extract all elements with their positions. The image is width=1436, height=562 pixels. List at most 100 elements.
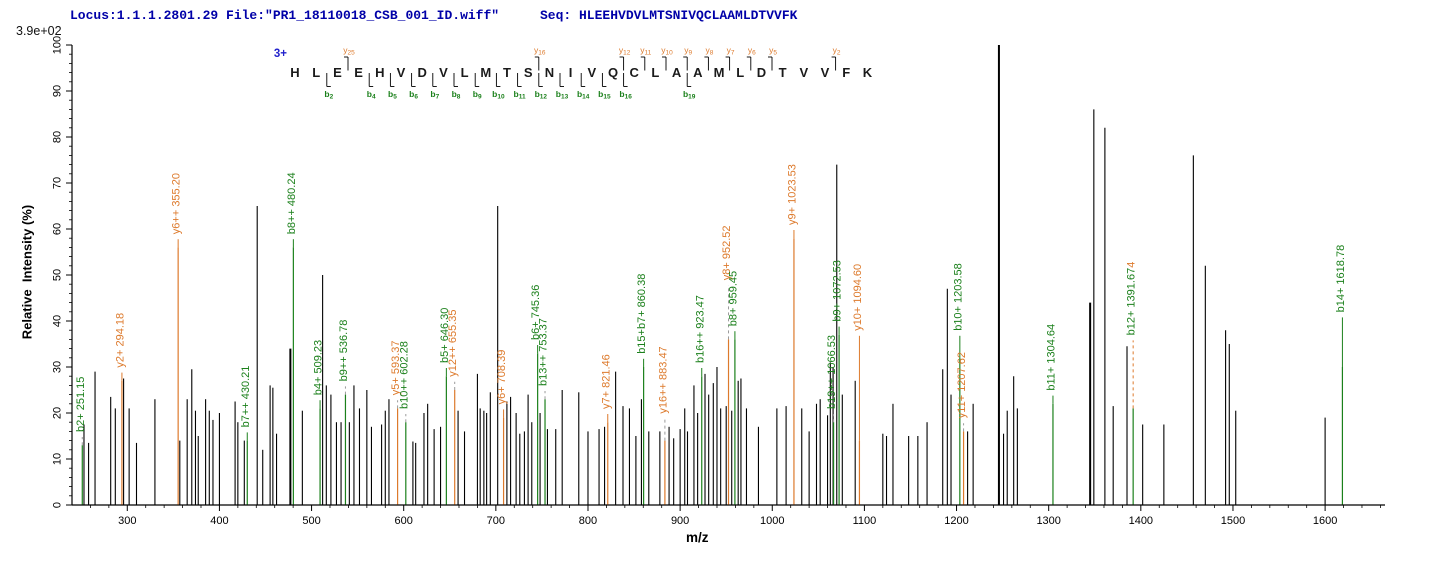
svg-text:400: 400	[210, 515, 228, 527]
svg-text:b5+ 646.30: b5+ 646.30	[439, 308, 451, 363]
svg-text:y11+ 1207.62: y11+ 1207.62	[956, 352, 968, 418]
svg-text:b10+ 1203.58: b10+ 1203.58	[952, 263, 964, 331]
svg-text:y16++ 883.47: y16++ 883.47	[657, 346, 669, 413]
svg-text:b16++ 923.47: b16++ 923.47	[694, 295, 706, 363]
svg-text:1500: 1500	[1221, 515, 1245, 527]
svg-text:V: V	[439, 65, 448, 80]
svg-text:y6++ 355.20: y6++ 355.20	[171, 173, 183, 234]
svg-text:y8+ 952.52: y8+ 952.52	[721, 225, 733, 280]
svg-text:b19++ 1066.53: b19++ 1066.53	[826, 335, 838, 409]
svg-text:90: 90	[52, 85, 64, 97]
svg-text:V: V	[821, 65, 830, 80]
svg-text:b11+ 1304.64: b11+ 1304.64	[1045, 324, 1057, 391]
svg-text:b15: b15	[598, 89, 611, 101]
svg-text:1400: 1400	[1129, 515, 1153, 527]
svg-text:b10++ 602.28: b10++ 602.28	[398, 341, 410, 409]
svg-text:b16: b16	[619, 89, 632, 101]
svg-text:T: T	[779, 65, 787, 80]
svg-text:b12+ 1391.674: b12+ 1391.674	[1126, 262, 1138, 336]
svg-text:y25: y25	[343, 45, 355, 57]
svg-text:b6+ 745.36: b6+ 745.36	[530, 285, 542, 340]
svg-text:80: 80	[52, 131, 64, 143]
svg-text:b12: b12	[535, 89, 548, 101]
svg-text:y16: y16	[534, 45, 546, 57]
svg-text:V: V	[799, 65, 808, 80]
svg-text:100: 100	[52, 36, 64, 54]
svg-text:I: I	[569, 65, 573, 80]
svg-text:b11: b11	[514, 89, 526, 101]
svg-text:b13: b13	[556, 89, 569, 101]
svg-text:y12++ 655.35: y12++ 655.35	[447, 310, 459, 377]
svg-text:50: 50	[52, 269, 64, 281]
svg-text:1300: 1300	[1036, 515, 1060, 527]
svg-text:N: N	[545, 65, 554, 80]
svg-text:K: K	[863, 65, 873, 80]
svg-text:b19: b19	[683, 89, 696, 101]
svg-text:M: M	[714, 65, 725, 80]
svg-text:700: 700	[487, 515, 505, 527]
svg-text:1600: 1600	[1313, 515, 1337, 527]
svg-text:D: D	[418, 65, 427, 80]
svg-text:500: 500	[302, 515, 320, 527]
svg-text:y11: y11	[640, 45, 651, 57]
svg-text:b6: b6	[409, 89, 418, 101]
svg-text:y5+ 593.37: y5+ 593.37	[390, 340, 402, 395]
svg-text:E: E	[333, 65, 342, 80]
svg-text:b9: b9	[473, 89, 482, 101]
svg-text:b8+ 959.45: b8+ 959.45	[727, 271, 739, 326]
svg-text:E: E	[354, 65, 363, 80]
svg-text:b8: b8	[452, 89, 461, 101]
svg-text:1000: 1000	[760, 515, 784, 527]
sequence-label: Seq: HLEEHVDVLMTSNIVQCLAAMLDTVVFK	[540, 8, 798, 23]
svg-text:L: L	[651, 65, 659, 80]
svg-text:y12: y12	[619, 45, 631, 57]
svg-text:H: H	[375, 65, 384, 80]
svg-text:T: T	[503, 65, 511, 80]
svg-text:y7+ 821.46: y7+ 821.46	[600, 354, 612, 409]
max-intensity-label: 3.9e+02	[16, 24, 62, 38]
svg-text:L: L	[461, 65, 469, 80]
svg-text:y9+ 1023.53: y9+ 1023.53	[786, 164, 798, 225]
svg-text:b13++ 753.37: b13++ 753.37	[538, 318, 550, 386]
svg-text:y2+ 294.18: y2+ 294.18	[114, 313, 126, 368]
svg-text:y8: y8	[705, 45, 713, 57]
svg-text:600: 600	[395, 515, 413, 527]
svg-text:y5: y5	[769, 45, 777, 57]
svg-text:300: 300	[118, 515, 136, 527]
svg-text:b4: b4	[367, 89, 376, 101]
svg-text:60: 60	[52, 223, 64, 235]
svg-text:b8++ 480.24: b8++ 480.24	[286, 172, 298, 234]
svg-text:M: M	[480, 65, 491, 80]
svg-text:1100: 1100	[853, 515, 877, 527]
svg-text:y7: y7	[727, 45, 735, 57]
svg-text:y6+ 708.39: y6+ 708.39	[496, 350, 508, 405]
svg-text:b14: b14	[577, 89, 590, 101]
svg-text:y10: y10	[661, 45, 673, 57]
svg-text:900: 900	[671, 515, 689, 527]
svg-text:10: 10	[52, 453, 64, 465]
svg-text:D: D	[757, 65, 766, 80]
svg-text:20: 20	[52, 407, 64, 419]
svg-text:b7++ 430.21: b7++ 430.21	[240, 366, 252, 428]
svg-text:b2+ 251.15: b2+ 251.15	[75, 377, 87, 432]
svg-text:A: A	[672, 65, 682, 80]
svg-text:y2: y2	[833, 45, 841, 57]
svg-text:V: V	[397, 65, 406, 80]
svg-text:b14+ 1618.78: b14+ 1618.78	[1335, 245, 1347, 313]
svg-text:Q: Q	[608, 65, 618, 80]
svg-text:b10: b10	[492, 89, 505, 101]
svg-text:800: 800	[579, 515, 597, 527]
svg-text:b7: b7	[430, 89, 439, 101]
x-axis-title: m/z	[686, 530, 709, 545]
svg-text:y6: y6	[748, 45, 756, 57]
svg-text:70: 70	[52, 177, 64, 189]
svg-text:y10+ 1094.60: y10+ 1094.60	[852, 264, 864, 331]
svg-text:1200: 1200	[944, 515, 968, 527]
svg-text:b5: b5	[388, 89, 397, 101]
svg-text:b2: b2	[324, 89, 333, 101]
svg-text:b9++ 536.78: b9++ 536.78	[338, 320, 350, 382]
svg-text:b9+ 1072.53: b9+ 1072.53	[832, 260, 844, 321]
svg-text:3+: 3+	[274, 48, 287, 60]
